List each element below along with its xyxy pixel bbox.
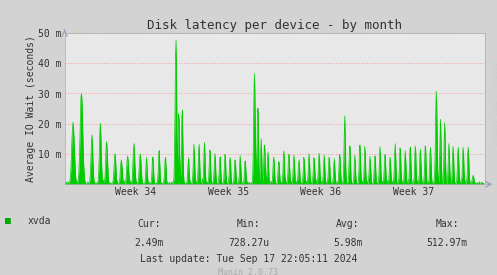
- Text: Munin 2.0.73: Munin 2.0.73: [219, 268, 278, 275]
- Text: 5.98m: 5.98m: [333, 238, 363, 248]
- Text: RRDTOOL / TOBI OETIKER: RRDTOOL / TOBI OETIKER: [491, 63, 496, 146]
- Text: Avg:: Avg:: [336, 219, 360, 229]
- Text: Last update: Tue Sep 17 22:05:11 2024: Last update: Tue Sep 17 22:05:11 2024: [140, 254, 357, 264]
- Text: xvda: xvda: [27, 216, 51, 226]
- Text: Max:: Max:: [435, 219, 459, 229]
- Text: Cur:: Cur:: [137, 219, 161, 229]
- Text: 2.49m: 2.49m: [134, 238, 164, 248]
- Text: Min:: Min:: [237, 219, 260, 229]
- Title: Disk latency per device - by month: Disk latency per device - by month: [147, 19, 402, 32]
- Text: 512.97m: 512.97m: [427, 238, 468, 248]
- Text: ■: ■: [5, 216, 11, 226]
- Text: 728.27u: 728.27u: [228, 238, 269, 248]
- Y-axis label: Average IO Wait (seconds): Average IO Wait (seconds): [25, 35, 36, 182]
